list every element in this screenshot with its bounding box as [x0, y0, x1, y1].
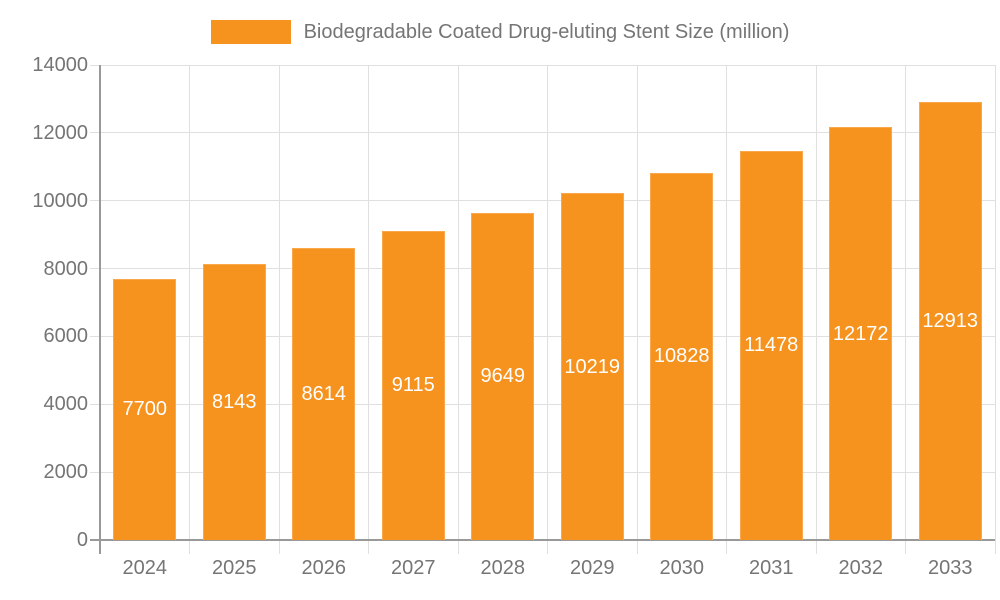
y-axis-tick-label: 12000 [32, 121, 88, 144]
bar-2024[interactable]: 7700 [113, 278, 177, 540]
y-axis-line [99, 65, 101, 554]
gridline-vertical [994, 65, 996, 554]
gridline-vertical [547, 65, 548, 554]
gridline-vertical [368, 65, 369, 554]
bar-value-label: 10828 [653, 345, 710, 368]
bar-2033[interactable]: 12913 [918, 101, 982, 540]
x-axis-line [90, 539, 995, 541]
x-axis-tick-label: 2026 [301, 557, 347, 579]
y-axis-tick-label: 6000 [43, 325, 89, 348]
gridline-horizontal [90, 64, 995, 66]
bar-value-label: 7700 [122, 398, 167, 421]
plot-area: 0 2000 4000 6000 8000 10000 12000 14000 7700 2024… [32, 54, 996, 579]
gridline-horizontal [90, 335, 995, 337]
y-axis-tick-label: 4000 [43, 393, 89, 416]
bar-value-label: 8143 [211, 390, 257, 413]
gridline-horizontal [90, 200, 995, 202]
y-axis-tick-label: 8000 [43, 257, 89, 280]
bar-2030[interactable]: 10828 [650, 172, 714, 540]
gridline-horizontal [90, 403, 995, 405]
x-axis-tick-label: 2029 [570, 557, 615, 579]
bar-value-label: 11478 [744, 334, 799, 357]
bar-2025[interactable]: 8143 [202, 263, 266, 540]
x-axis-tick-label: 2028 [480, 557, 526, 579]
gridline-vertical [636, 65, 638, 554]
legend[interactable]: Biodegradable Coated Drug-eluting Stent … [0, 20, 1000, 44]
x-axis-tick-label: 2024 [122, 557, 168, 579]
bar-value-label: 9649 [480, 365, 525, 388]
bar-value-label: 10219 [564, 355, 621, 378]
bar-2027[interactable]: 9115 [381, 230, 445, 540]
x-axis-tick-label: 2027 [391, 557, 436, 579]
gridline-vertical [457, 65, 459, 554]
x-axis-tick-label: 2032 [838, 557, 884, 579]
gridline-horizontal [90, 471, 995, 473]
bar-2026[interactable]: 8614 [292, 247, 356, 540]
y-axis-tick-label: 0 [76, 529, 88, 551]
y-axis-tick-label: 2000 [43, 461, 89, 484]
gridline-horizontal [90, 268, 995, 270]
y-axis-tick-label: 14000 [32, 54, 88, 76]
bar-2032[interactable]: 12172 [829, 127, 893, 540]
bar-value-label: 12913 [922, 309, 979, 332]
x-axis-tick-label: 2031 [749, 557, 794, 579]
bar-value-label: 12172 [832, 322, 889, 345]
bar-2029[interactable]: 10219 [560, 193, 624, 540]
legend-label: Biodegradable Coated Drug-eluting Stent … [303, 20, 790, 43]
bar-2028[interactable]: 9649 [471, 212, 535, 540]
bar-value-label: 8614 [301, 382, 346, 405]
bar-2031[interactable]: 11478 [739, 150, 803, 540]
gridline-vertical [278, 65, 280, 554]
gridline-vertical [815, 65, 817, 554]
legend-swatch [210, 20, 291, 44]
gridline-horizontal [90, 132, 995, 134]
bar-value-label: 9115 [391, 374, 435, 397]
gridline-vertical [905, 65, 906, 554]
gridline-vertical [189, 65, 190, 554]
x-axis-tick-label: 2033 [928, 557, 973, 579]
x-axis-tick-label: 2025 [212, 557, 257, 579]
gridline-vertical [726, 65, 727, 554]
x-axis-tick-label: 2030 [659, 557, 705, 579]
y-axis-tick-label: 10000 [32, 189, 88, 212]
